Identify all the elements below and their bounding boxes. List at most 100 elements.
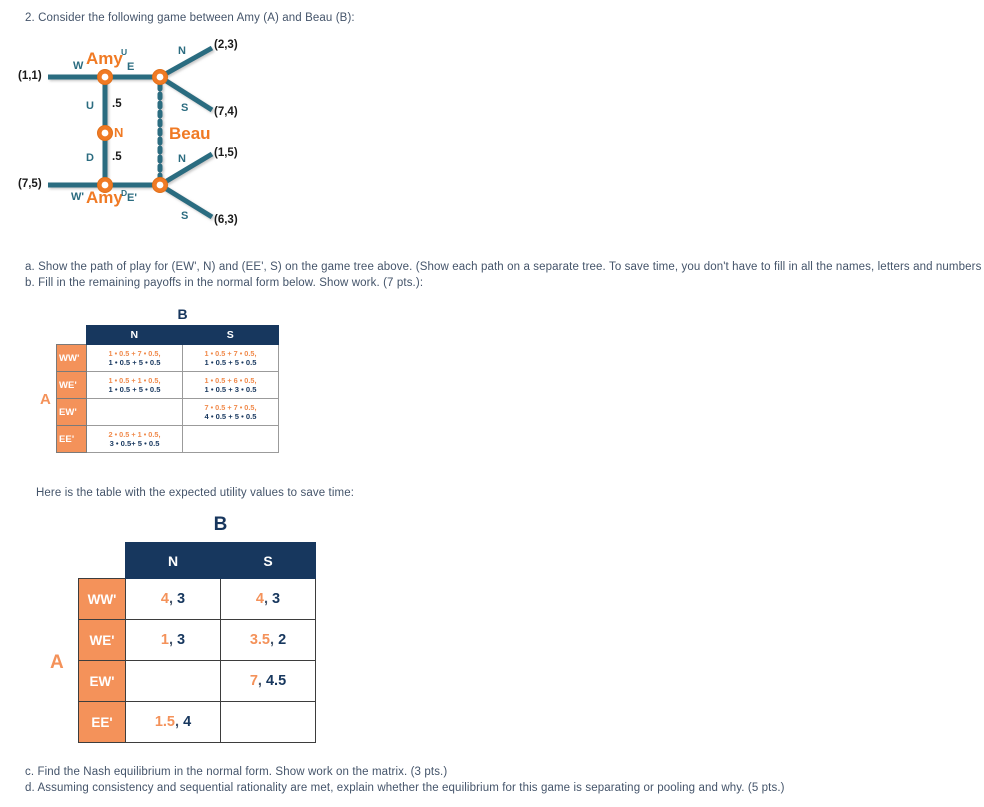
payoff-b-expr: 1 • 0.5 + 5 • 0.5: [108, 384, 161, 394]
payoff-b-expr: 4 • 0.5 + 5 • 0.5: [204, 411, 257, 421]
table-utility-cell-ew-s[interactable]: 7, 4.5: [220, 660, 316, 702]
table-work-cell-ee-s[interactable]: [182, 425, 279, 453]
payoff-sep: ,: [263, 591, 273, 607]
table-work-corner: [57, 305, 87, 326]
payoff-a-expr: 7 • 0.5 + 7 • 0.5,: [204, 402, 257, 412]
payoff-b: 4.5: [265, 673, 287, 689]
payoff-b-expr: 1 • 0.5 + 5 • 0.5: [204, 357, 257, 367]
table-work-col-n: N: [86, 325, 183, 345]
table-utility-row-ww: WW': [78, 578, 126, 620]
table-row: EE' 2 • 0.5 + 1 • 0.5, 3 • 0.5+ 5 • 0.5: [56, 425, 279, 453]
payoff-b: 2: [278, 632, 287, 648]
payoff-b-expr: 1 • 0.5 + 3 • 0.5: [204, 384, 257, 394]
table-utility-cell-ee-n[interactable]: 1.5, 4: [125, 701, 221, 743]
payoff-b: 3: [272, 591, 281, 607]
edge-label-beau-bottom-n: N: [178, 153, 186, 165]
question-title: 2. Consider the following game between A…: [25, 12, 355, 24]
payoff-a: 1: [160, 632, 169, 648]
question-part-b: b. Fill in the remaining payoffs in the …: [25, 277, 424, 289]
table-utility-player-a-label: A: [50, 652, 64, 673]
edge-label-nature-down: D: [86, 152, 94, 164]
payoff-a-expr: 1 • 0.5 + 7 • 0.5,: [204, 348, 257, 358]
normal-form-work-table: B N S WW' 1 • 0.5 + 7 • 0.5, 1 • 0.5 + 5…: [56, 305, 279, 453]
table-utility-cell-ww-n[interactable]: 4, 3: [125, 578, 221, 620]
payoff-beau-bottom-north: (1,5): [214, 147, 238, 159]
table-work-col-s: S: [182, 325, 279, 345]
payoff-beau-top-north: (2,3): [214, 39, 238, 51]
payoff-a-expr: 2 • 0.5 + 1 • 0.5,: [108, 429, 161, 439]
question-part-c: c. Find the Nash equilibrium in the norm…: [25, 766, 448, 778]
player-label-nature: N: [114, 125, 124, 140]
edge-label-w: W: [73, 60, 84, 72]
player-label-amy-bottom: Amy: [86, 188, 123, 207]
table-row: EW' 7 • 0.5 + 7 • 0.5, 4 • 0.5 + 5 • 0.5: [56, 398, 279, 426]
table-work-player-b-label: B: [177, 306, 188, 322]
table-work-cell-we-n[interactable]: 1 • 0.5 + 1 • 0.5, 1 • 0.5 + 5 • 0.5: [86, 371, 183, 399]
table-work-cell-we-s[interactable]: 1 • 0.5 + 6 • 0.5, 1 • 0.5 + 3 • 0.5: [182, 371, 279, 399]
table-row: EW' 7, 4.5: [78, 660, 316, 702]
payoff-beau-top-south: (7,4): [214, 106, 238, 118]
table-work-header-row: N S: [57, 325, 279, 345]
table-row: EE' 1.5, 4: [78, 701, 316, 743]
table-utility-cell-ee-s[interactable]: [220, 701, 316, 743]
table-utility-header-corner: [79, 543, 126, 579]
table-work-cell-ww-n[interactable]: 1 • 0.5 + 7 • 0.5, 1 • 0.5 + 5 • 0.5: [86, 344, 183, 372]
table-work-player-a-label: A: [40, 391, 51, 408]
prob-up: .5: [112, 98, 122, 110]
normal-form-utility-table: B N S WW' 4, 3 4, 3 WE' 1, 3 3.5, 2 EW' …: [78, 513, 316, 743]
prob-down: .5: [112, 151, 122, 163]
edge-label-w-prime: W': [71, 191, 84, 203]
table-utility-cell-ww-s[interactable]: 4, 3: [220, 578, 316, 620]
table-row: WE' 1, 3 3.5, 2: [78, 619, 316, 661]
edge-label-d-sup: D: [121, 188, 128, 198]
payoff-sep: ,: [270, 632, 279, 648]
table-work-row-we: WE': [56, 371, 87, 399]
edge-label-beau-bottom-s: S: [181, 210, 189, 222]
payoff-b: 3: [177, 591, 186, 607]
table-utility-col-s: S: [220, 542, 316, 579]
table-work-cell-ew-n[interactable]: [86, 398, 183, 426]
edge-label-beau-top-n: N: [178, 45, 186, 57]
table-work-cell-ew-s[interactable]: 7 • 0.5 + 7 • 0.5, 4 • 0.5 + 5 • 0.5: [182, 398, 279, 426]
table-utility-row-we: WE': [78, 619, 126, 661]
question-part-a: a. Show the path of play for (EW', N) an…: [25, 261, 984, 273]
table-utility-player-b-label: B: [213, 514, 228, 535]
table-work-cell-ww-s[interactable]: 1 • 0.5 + 7 • 0.5, 1 • 0.5 + 5 • 0.5: [182, 344, 279, 372]
table-utility-row-ew: EW': [78, 660, 126, 702]
tree-edges: [48, 45, 214, 220]
payoff-amy-bottom-west: (7,5): [18, 178, 42, 190]
tree-nodes: [97, 69, 168, 193]
table-row: WE' 1 • 0.5 + 1 • 0.5, 1 • 0.5 + 5 • 0.5…: [56, 371, 279, 399]
player-label-amy-top: Amy: [86, 49, 123, 68]
payoff-b-expr: 1 • 0.5 + 5 • 0.5: [108, 357, 161, 367]
table-work-cell-ee-n[interactable]: 2 • 0.5 + 1 • 0.5, 3 • 0.5+ 5 • 0.5: [86, 425, 183, 453]
table-utility-col-n: N: [125, 542, 221, 579]
table-utility-cell-we-n[interactable]: 1, 3: [125, 619, 221, 661]
payoff-sep: ,: [257, 673, 266, 689]
payoff-a-expr: 1 • 0.5 + 7 • 0.5,: [108, 348, 161, 358]
payoff-a: 3.5: [249, 632, 271, 648]
table-utility-cell-ew-n[interactable]: [125, 660, 221, 702]
player-label-beau: Beau: [169, 124, 211, 143]
payoff-a: 1.5: [154, 714, 176, 730]
payoff-amy-top-west: (1,1): [18, 70, 42, 82]
table-work-row-ee: EE': [56, 425, 87, 453]
payoff-sep: ,: [168, 632, 178, 648]
table-utility-header-row: N S: [79, 542, 316, 579]
edge-label-e-prime: E': [127, 192, 137, 204]
table-work-header-corner: [57, 326, 87, 345]
game-tree-diagram: (1,1) W Amy U E U .5 N D .5 (7,5) W' Amy…: [0, 30, 300, 235]
table-utility-cell-we-s[interactable]: 3.5, 2: [220, 619, 316, 661]
table-utility-row-ee: EE': [78, 701, 126, 743]
payoff-sep: ,: [168, 591, 178, 607]
question-part-d: d. Assuming consistency and sequential r…: [25, 782, 785, 794]
table-row: WW' 1 • 0.5 + 7 • 0.5, 1 • 0.5 + 5 • 0.5…: [56, 344, 279, 372]
table-row: WW' 4, 3 4, 3: [78, 578, 316, 620]
payoff-a-expr: 1 • 0.5 + 6 • 0.5,: [204, 375, 257, 385]
payoff-sep: ,: [175, 714, 184, 730]
edge-label-u-sup: U: [121, 47, 128, 57]
payoff-a-expr: 1 • 0.5 + 1 • 0.5,: [108, 375, 161, 385]
payoff-a: 7: [249, 673, 258, 689]
game-tree-svg: [48, 45, 214, 220]
payoff-b: 3: [177, 632, 186, 648]
